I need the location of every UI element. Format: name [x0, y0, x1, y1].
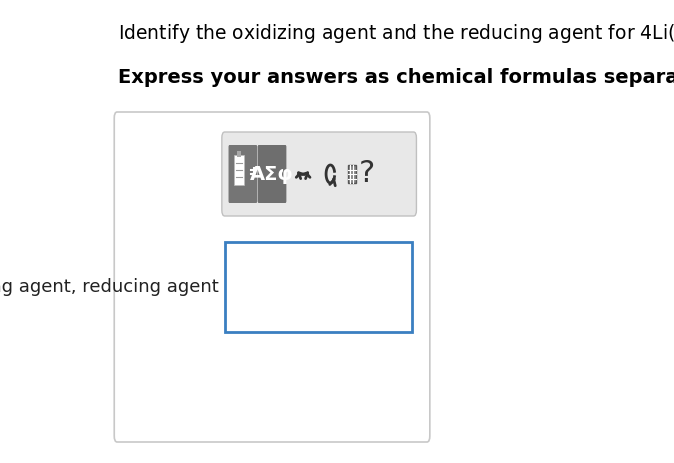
Bar: [237, 151, 241, 157]
Bar: [225, 242, 412, 332]
Text: Express your answers as chemical formulas separated by a comma.: Express your answers as chemical formula…: [118, 68, 674, 87]
FancyBboxPatch shape: [228, 145, 257, 203]
Bar: [235, 155, 244, 185]
Text: oxidizing agent, reducing agent: oxidizing agent, reducing agent: [0, 278, 219, 296]
Text: ΑΣφ: ΑΣφ: [250, 164, 294, 183]
FancyBboxPatch shape: [222, 132, 417, 216]
Text: Identify the oxidizing agent and the reducing agent for $4\mathrm{Li}(s) + \math: Identify the oxidizing agent and the red…: [118, 22, 674, 45]
Bar: [348, 165, 356, 183]
FancyBboxPatch shape: [115, 112, 430, 442]
Text: ?: ?: [359, 159, 375, 188]
FancyBboxPatch shape: [257, 145, 286, 203]
